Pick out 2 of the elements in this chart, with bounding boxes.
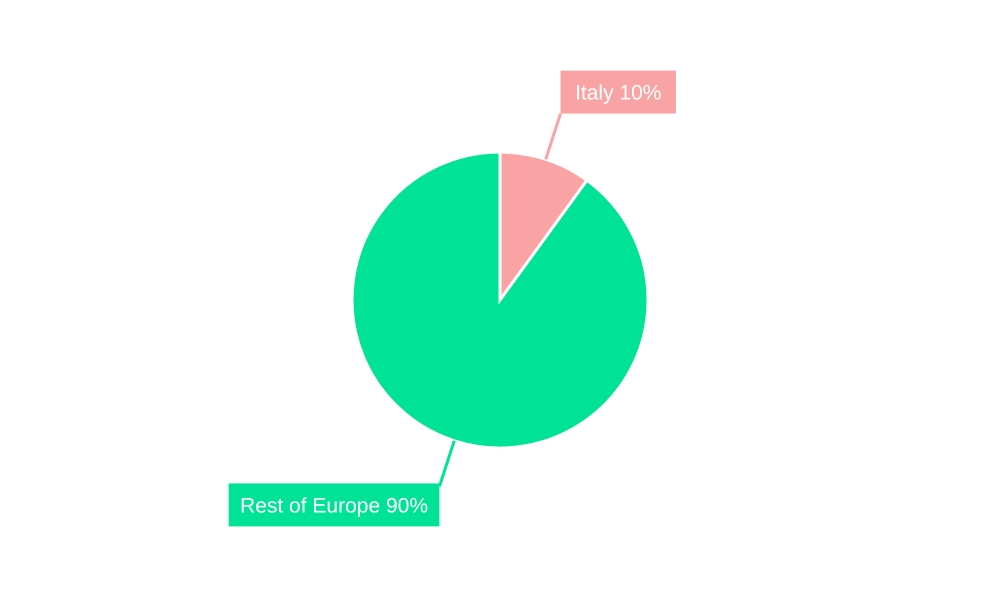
slice-label: Italy 10% [575,81,662,104]
slice-label: Rest of Europe 90% [240,494,428,518]
